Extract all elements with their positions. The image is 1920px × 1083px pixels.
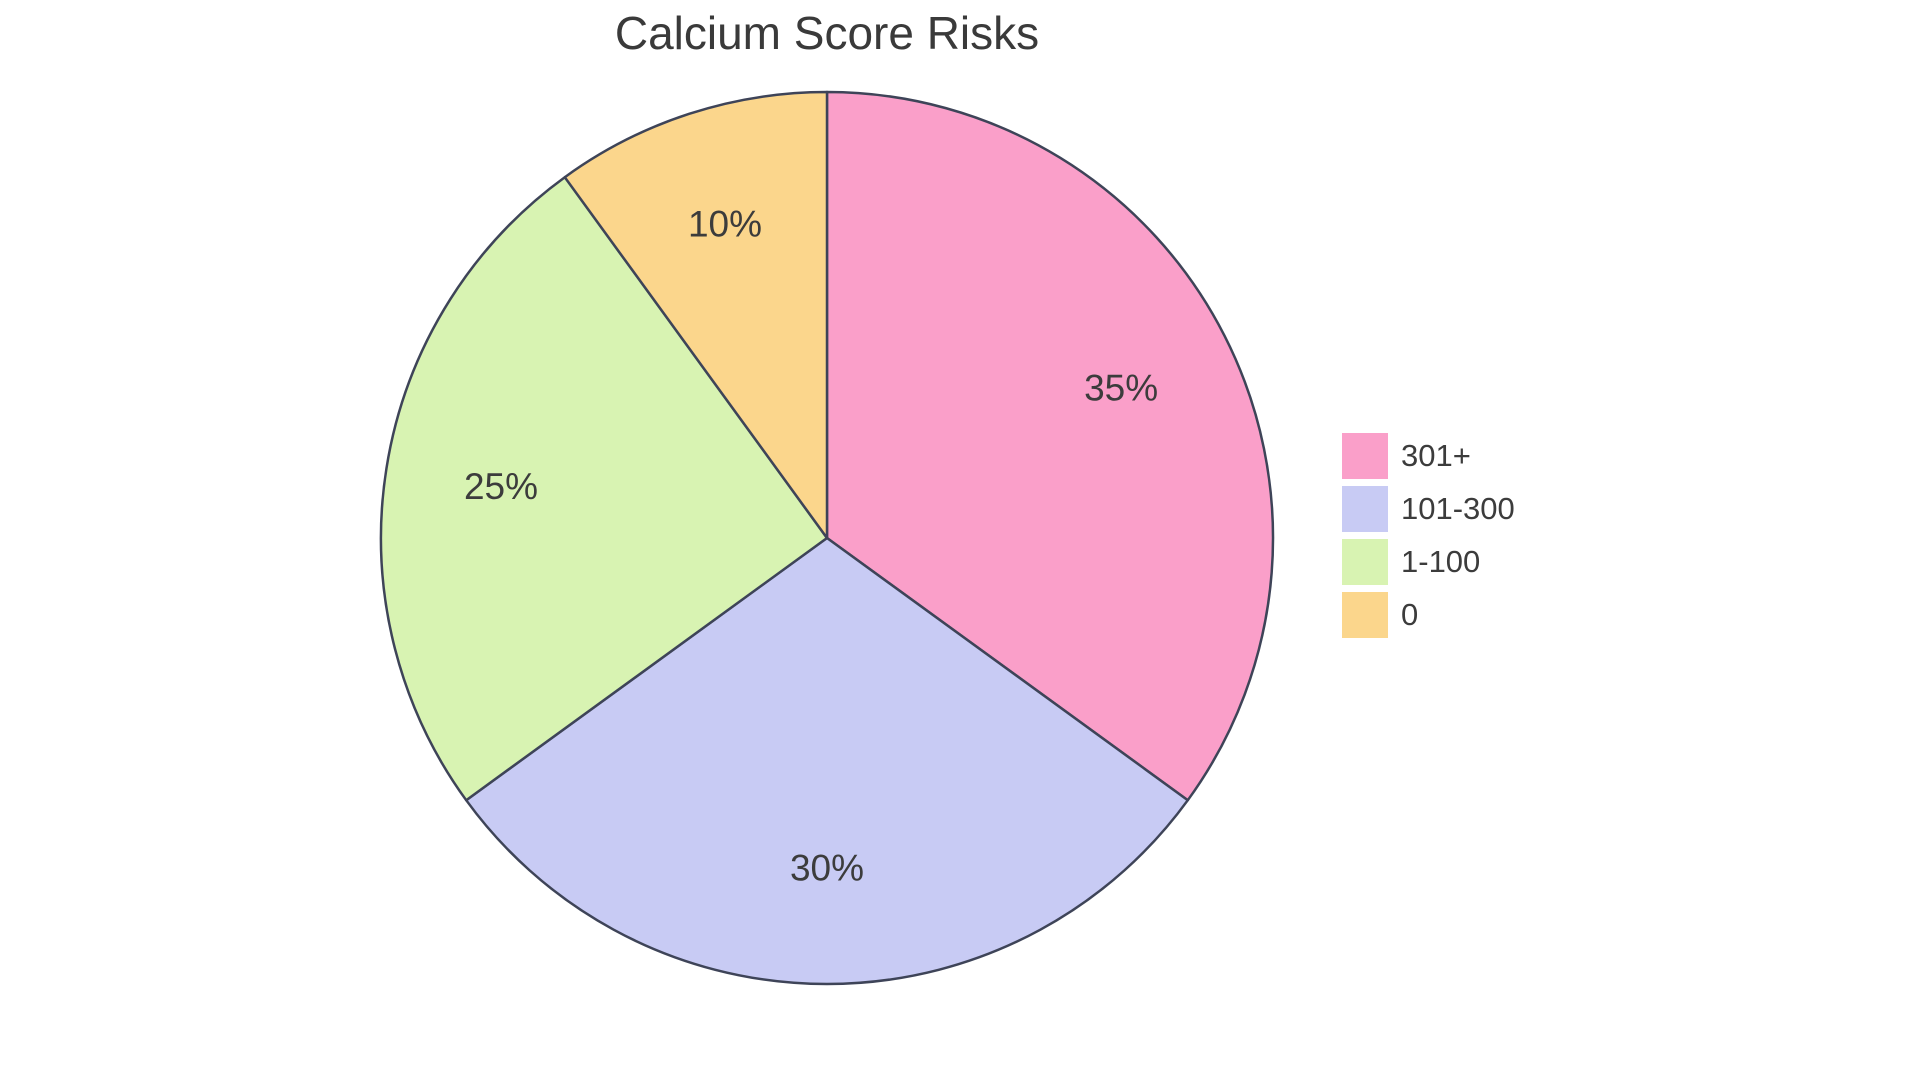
- legend-item: 0: [1342, 592, 1515, 638]
- legend-item: 101-300: [1342, 486, 1515, 532]
- pie-slice-1-100: [379, 175, 829, 802]
- legend-item: 301+: [1342, 433, 1515, 479]
- slice-percent-label: 25%: [464, 466, 538, 507]
- pie-slice-0: [563, 90, 829, 540]
- legend-swatch: [1342, 592, 1388, 638]
- legend-label: 0: [1401, 597, 1419, 632]
- legend-label: 101-300: [1401, 491, 1515, 526]
- pie-slice-101-300: [464, 536, 1190, 986]
- slice-percent-label: 35%: [1084, 368, 1158, 409]
- chart-title: Calcium Score Risks: [614, 7, 1040, 59]
- legend: 301+ 101-300 1-100 0: [1342, 433, 1515, 638]
- legend-label: 301+: [1401, 438, 1471, 473]
- legend-swatch: [1342, 539, 1388, 585]
- legend-item: 1-100: [1342, 539, 1515, 585]
- legend-swatch: [1342, 433, 1388, 479]
- legend-label: 1-100: [1401, 544, 1481, 579]
- slice-percent-label: 10%: [688, 204, 762, 245]
- slice-percent-label: 30%: [790, 848, 864, 889]
- pie-slice-301+: [825, 90, 1275, 802]
- legend-swatch: [1342, 486, 1388, 532]
